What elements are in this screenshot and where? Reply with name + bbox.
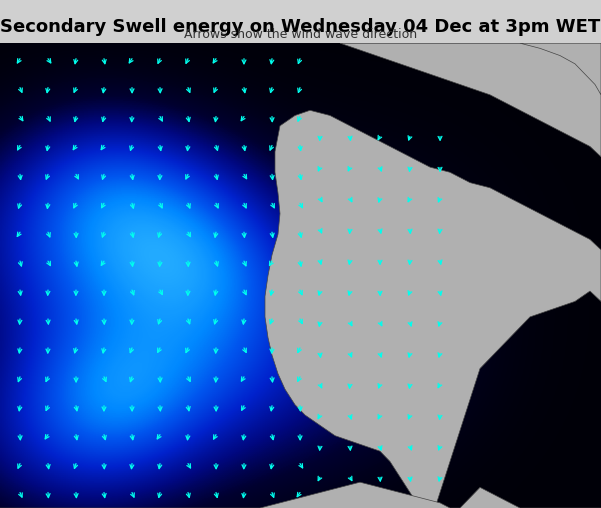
Text: Arrows show the wind wave direction: Arrows show the wind wave direction	[184, 28, 417, 41]
Polygon shape	[520, 43, 601, 95]
Text: Secondary Swell energy on Wednesday 04 Dec at 3pm WET: Secondary Swell energy on Wednesday 04 D…	[1, 18, 600, 36]
Polygon shape	[0, 482, 601, 508]
Polygon shape	[340, 43, 601, 157]
Polygon shape	[265, 110, 601, 508]
